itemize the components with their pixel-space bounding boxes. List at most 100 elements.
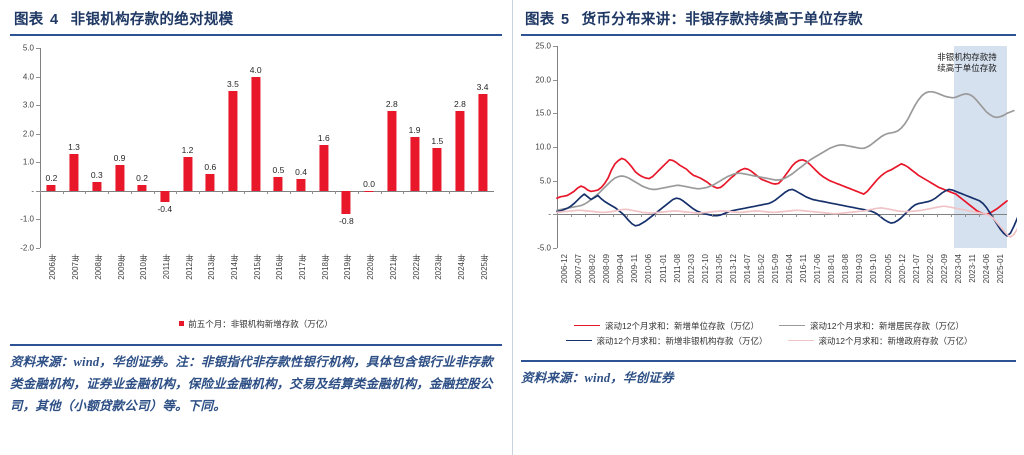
bar-x-tick (108, 190, 110, 194)
bar-2016年 (273, 176, 283, 191)
bar-y-tick (36, 162, 40, 164)
bar-2019年 (341, 190, 351, 214)
bar-x-tick (40, 190, 41, 194)
line-x-tick (796, 214, 798, 218)
figure-5-title: 图表 5 货币分布来讲：非银存款持续高于单位存款 (521, 0, 1016, 34)
line-x-label: 2022-02 (925, 254, 935, 284)
bar-2021年 (387, 110, 397, 191)
bar-value-label: 0.0 (363, 178, 376, 189)
line-x-label: 2010-06 (644, 254, 654, 284)
line-y-tick-label: 15.0 (535, 108, 551, 118)
legend-item-滚动12个月求和：新增非银机构存款（万亿）: 滚动12个月求和：新增非银机构存款（万亿） (565, 335, 768, 347)
bar-x-label: 2007年 (71, 254, 80, 280)
bar-y-tick-label: -2.0 (20, 243, 34, 253)
bar-value-label: 1.6 (317, 133, 330, 144)
bar-y-tick-label: 1.0 (22, 157, 34, 167)
line-x-tick (725, 214, 727, 218)
bar-value-label: 3.5 (226, 78, 239, 89)
bar-2025年 (478, 93, 488, 191)
bar-y-tick (36, 190, 40, 192)
line-x-label: 2018-01 (827, 254, 837, 284)
bar-2014年 (228, 90, 238, 191)
legend-label: 滚动12个月求和：新增单位存款（万亿） (605, 321, 759, 331)
line-x-label: 2013-12 (728, 254, 738, 284)
bar-2020年 (364, 190, 374, 192)
bar-value-label: 0.9 (113, 153, 126, 164)
bar-value-label: 1.2 (181, 144, 194, 155)
bar-x-label: 2009年 (116, 254, 126, 280)
line-x-label: 2015-09 (771, 254, 780, 284)
line-x-tick (585, 214, 587, 218)
bar-x-tick (130, 190, 132, 194)
legend-line-icon (574, 325, 601, 326)
bar-x-label: 2023年 (434, 254, 444, 280)
figure-4-panel: 图表 4 非银机构存款的绝对规模 5.0 4.0 3.0 2.0 1.0 - -1.0 -2.… (10, 0, 502, 413)
bar-x-tick (471, 190, 473, 194)
bar-x-tick (176, 190, 178, 194)
line-y-tick-label: 5.0 (539, 176, 551, 186)
line-y-tick-label: - (548, 209, 551, 219)
legend-swatch-icon (179, 321, 185, 326)
bar-value-label: 3.4 (476, 81, 489, 92)
line-x-tick (599, 214, 601, 218)
line-x-label: 2017-06 (813, 254, 823, 284)
line-x-label: 2016-04 (785, 254, 794, 284)
bar-value-label: 0.3 (90, 170, 103, 181)
line-y-tick (553, 214, 557, 216)
bar-y-tick-label: 4.0 (22, 72, 34, 82)
annotation-line-2: 续高于单位存款 (937, 63, 997, 74)
line-滚动12个月求和：新增政府存款（万亿） (556, 205, 1017, 239)
bar-value-label: 0.5 (272, 164, 285, 175)
line-y-tick-label: 10.0 (535, 142, 551, 152)
figure-4-title: 图表 4 非银机构存款的绝对规模 (10, 0, 502, 34)
bar-value-label: -0.4 (157, 204, 173, 215)
bar-x-label: 2014年 (229, 254, 239, 280)
figure-5-source-note: 资料来源：wind，华创证券 (521, 370, 674, 385)
figure-4-title-text: 非银机构存款的绝对规模 (70, 12, 234, 28)
bar-x-tick (289, 190, 291, 194)
bar-x-tick (244, 190, 246, 194)
bar-2018年 (319, 145, 329, 191)
line-x-tick (627, 214, 629, 218)
line-x-label: 2022-09 (939, 254, 949, 284)
line-x-tick (838, 214, 840, 218)
line-x-label: 2016-11 (799, 254, 809, 283)
legend-line-icon (565, 340, 592, 341)
line-x-tick (641, 214, 643, 218)
line-x-label: 2009-04 (616, 254, 626, 284)
line-x-tick (655, 214, 657, 218)
line-滚动12个月求和：新增非银机构存款（万亿） (556, 188, 1017, 237)
line-x-label: 2008-09 (602, 254, 612, 284)
line-x-tick (936, 214, 938, 218)
line-x-label: 2014-07 (742, 254, 752, 284)
figure-4-title-divider (10, 34, 502, 36)
bar-value-label: 1.9 (408, 124, 421, 135)
bar-x-tick (357, 190, 359, 194)
bar-x-label: 2010年 (139, 254, 149, 280)
line-x-tick (950, 214, 952, 218)
legend-item-滚动12个月求和：新增政府存款（万亿）: 滚动12个月求和：新增政府存款（万亿） (787, 335, 972, 347)
line-x-label: 2020-05 (883, 254, 893, 284)
line-y-tick (553, 79, 557, 81)
bar-x-label: 2015年 (252, 254, 262, 280)
line-x-label: 2011-01 (658, 254, 668, 283)
line-chart-legend-row: 滚动12个月求和：新增单位存款（万亿） 滚动12个月求和：新增居民存款（万亿） (521, 320, 1017, 332)
line-x-tick (697, 214, 699, 218)
figure-4-note-divider (10, 344, 502, 346)
legend-item-new-nonbank-deposits: 前五个月：非银机构新增存款（万亿） (179, 318, 333, 330)
bar-value-label: 1.5 (431, 136, 444, 146)
line-x-tick (964, 214, 966, 218)
bar-2007年 (69, 153, 79, 191)
bar-value-label: 0.2 (45, 173, 58, 184)
bar-y-tick (36, 105, 40, 107)
figure-5-line-chart: 25.0 20.0 15.0 10.0 5.0 - -5.0 2006-12 2007-07 20… (521, 40, 1017, 358)
line-x-tick (753, 214, 755, 218)
bar-2023年 (432, 148, 442, 191)
bar-value-label: 2.8 (385, 98, 398, 109)
bar-y-tick (36, 48, 40, 49)
legend-label: 滚动12个月求和：新增非银机构存款（万亿） (596, 336, 768, 346)
line-x-label: 2015-02 (756, 254, 766, 284)
line-x-label: 2009-11 (630, 254, 640, 283)
line-x-label: 2020-12 (897, 254, 907, 284)
